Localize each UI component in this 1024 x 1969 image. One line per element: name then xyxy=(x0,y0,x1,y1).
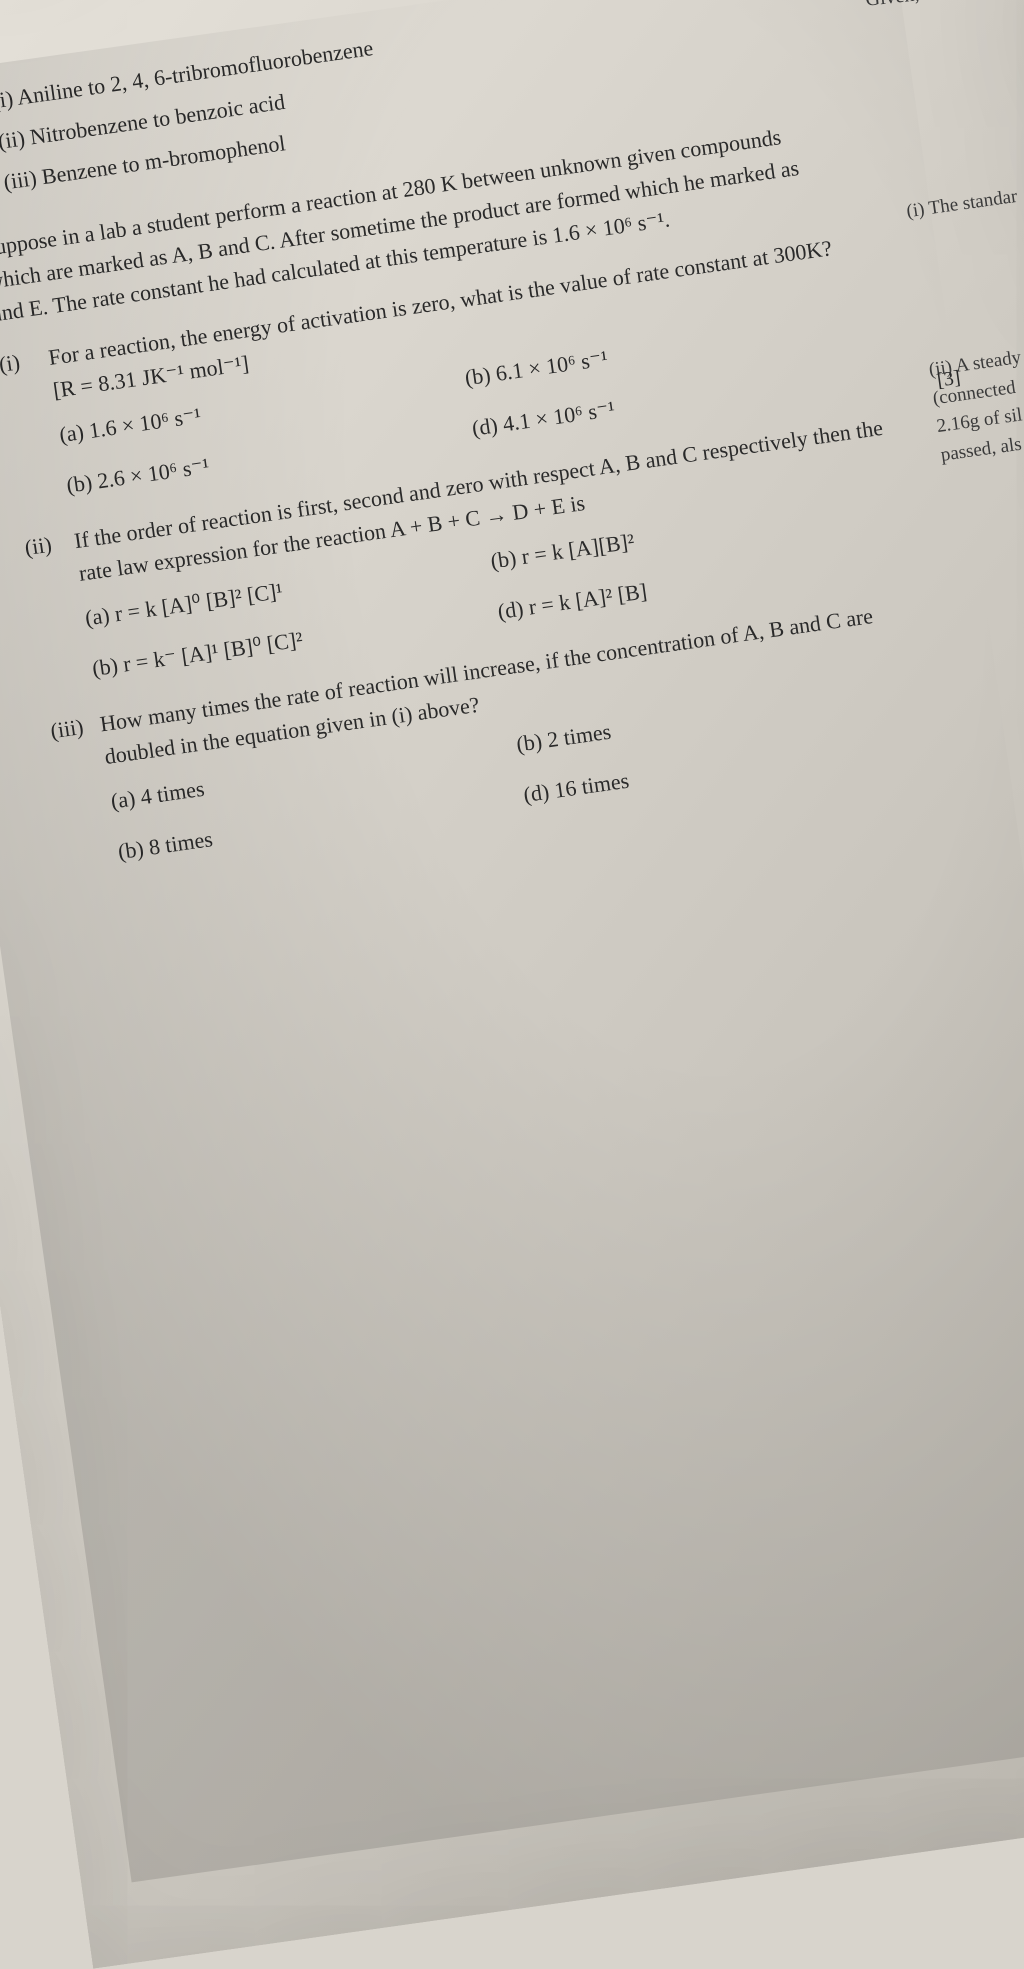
question-18: 18. Suppose in a lab a student perform a… xyxy=(0,92,1024,890)
part-ii-label: (ii) xyxy=(23,524,82,596)
side-steady: (ii) A steady c (connected 2.16g of sil … xyxy=(927,340,1024,470)
roman-ii: (ii) xyxy=(0,125,26,153)
part-iii-label: (iii) xyxy=(48,708,107,780)
roman-i: (i) xyxy=(0,86,15,114)
roman-iii: (iii) xyxy=(2,165,38,194)
mark-3: [3] xyxy=(935,363,962,396)
given-label: Given, E°cell xyxy=(864,0,1024,15)
